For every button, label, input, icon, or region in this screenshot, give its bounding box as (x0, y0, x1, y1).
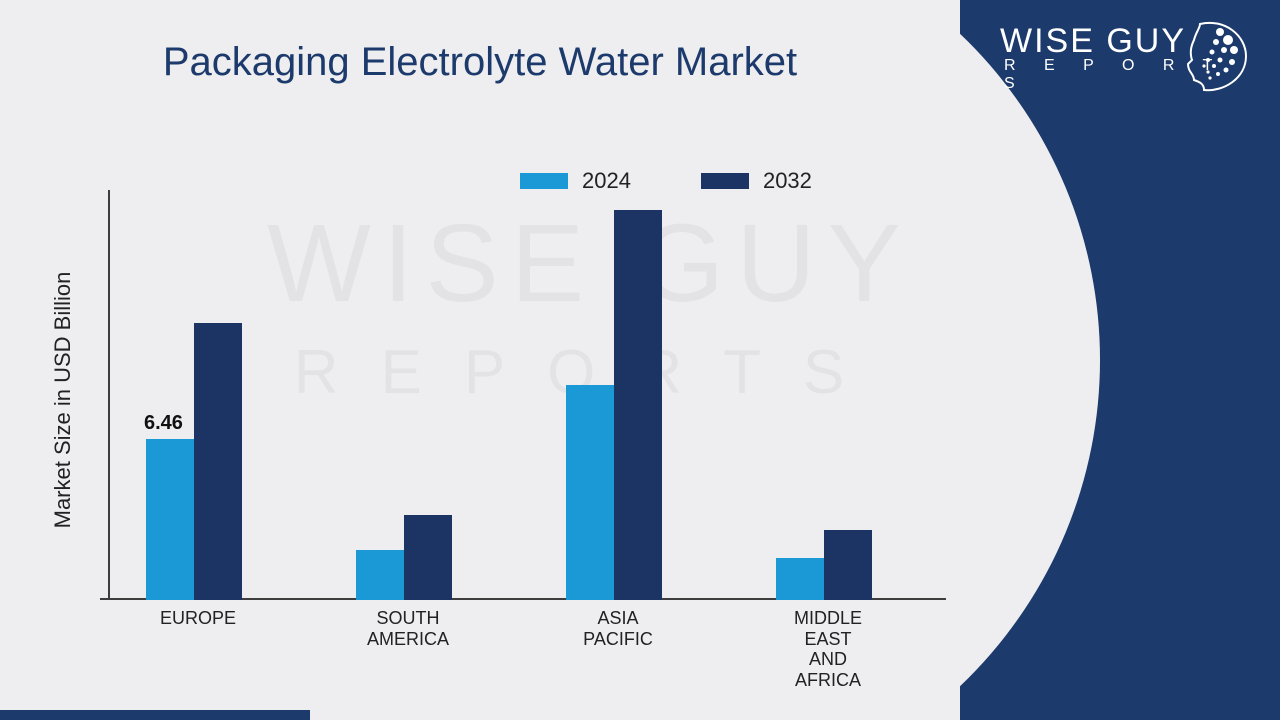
right-brand-band (960, 0, 1280, 720)
legend-label-2032: 2032 (763, 168, 812, 194)
category-label: MIDDLEEASTANDAFRICA (748, 608, 908, 691)
y-axis-label: Market Size in USD Billion (50, 272, 76, 529)
infographic-canvas: WISE GUY R E P O R T S Packaging Electro… (0, 0, 1280, 720)
bar (776, 558, 824, 601)
bar (356, 550, 404, 600)
bar (146, 439, 194, 601)
bar (824, 530, 872, 600)
value-label: 6.46 (144, 412, 183, 435)
plot-area: 6.46EUROPESOUTHAMERICAASIAPACIFICMIDDLEE… (108, 200, 938, 600)
legend-item-2024: 2024 (520, 168, 631, 194)
legend-item-2032: 2032 (701, 168, 812, 194)
legend-label-2024: 2024 (582, 168, 631, 194)
brand-head-icon (1180, 16, 1250, 96)
y-axis-line (108, 190, 110, 600)
legend-swatch-2032 (701, 173, 749, 189)
legend: 2024 2032 (520, 168, 812, 194)
chart-title: Packaging Electrolyte Water Market (0, 40, 960, 85)
category-label: SOUTHAMERICA (328, 608, 488, 649)
bar (194, 323, 242, 601)
y-axis-label-container: Market Size in USD Billion (48, 200, 78, 600)
category-label: EUROPE (118, 608, 278, 629)
bar (404, 515, 452, 600)
legend-swatch-2024 (520, 173, 568, 189)
category-label: ASIAPACIFIC (538, 608, 698, 649)
bar-chart: 6.46EUROPESOUTHAMERICAASIAPACIFICMIDDLEE… (108, 200, 938, 600)
bar (566, 385, 614, 600)
bottom-accent-bar (0, 710, 310, 720)
bar (614, 210, 662, 600)
brand-logo: WISE GUY R E P O R T S (1000, 22, 1250, 93)
